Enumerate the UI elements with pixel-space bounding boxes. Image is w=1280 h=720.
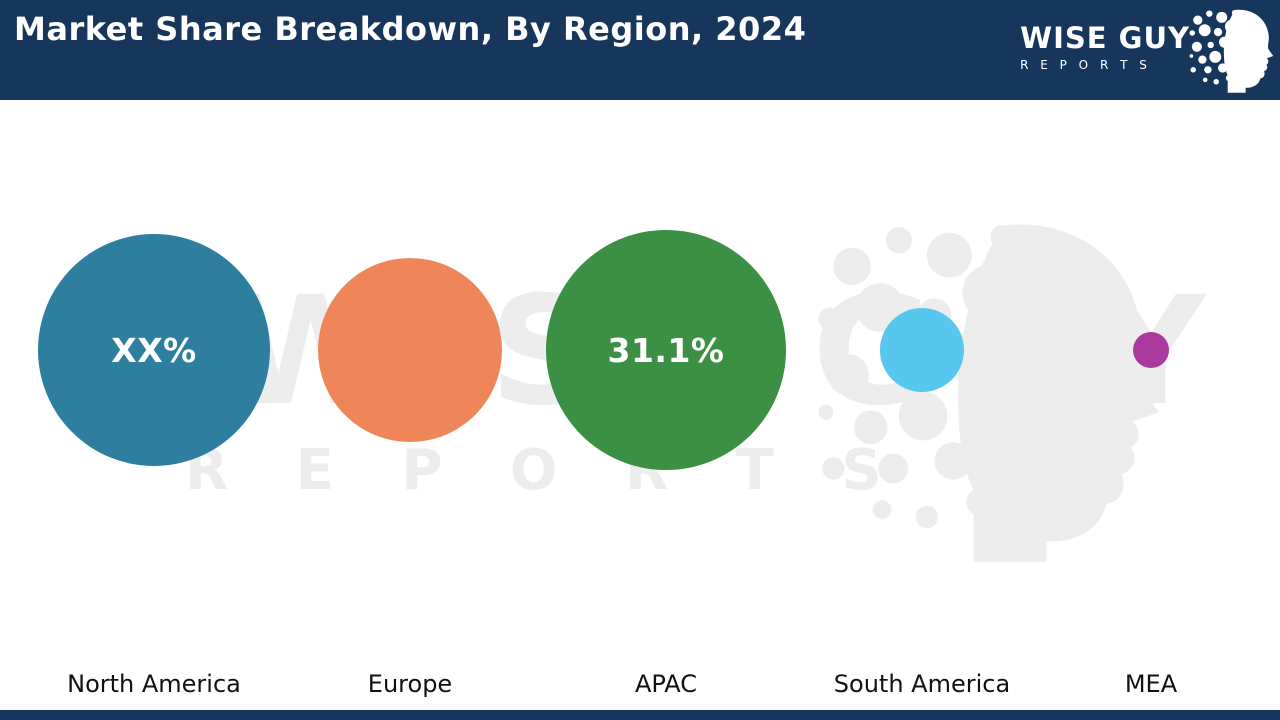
category-label-mea: MEA <box>1124 670 1178 698</box>
header: Market Share Breakdown, By Region, 2024 … <box>0 0 1280 100</box>
bubble-europe <box>318 258 502 442</box>
bubble-value-apac: 31.1% <box>607 330 725 370</box>
category-label-apac: APAC <box>634 670 698 698</box>
bubble-north-america: XX% <box>38 234 270 466</box>
category-label-south-america: South America <box>833 670 1011 698</box>
page-title: Market Share Breakdown, By Region, 2024 <box>14 10 807 48</box>
brand-logo: WISE GUY R E P O R T S <box>1020 0 1276 100</box>
footer-bar <box>0 710 1280 720</box>
category-label-europe: Europe <box>367 670 453 698</box>
logo-head-icon <box>1189 9 1274 93</box>
category-label-north-america: North America <box>67 670 241 698</box>
bubble-value-north-america: XX% <box>111 330 197 370</box>
bubble-south-america <box>880 308 964 392</box>
logo-tagline: R E P O R T S <box>1020 57 1151 72</box>
logo-name: WISE GUY <box>1020 20 1190 55</box>
brand-logo-text: WISE GUY R E P O R T S <box>1020 21 1190 72</box>
watermark-text-line2: R E P O R T S <box>185 438 906 503</box>
bubble-apac: 31.1% <box>546 230 786 470</box>
bubble-mea <box>1133 332 1169 368</box>
